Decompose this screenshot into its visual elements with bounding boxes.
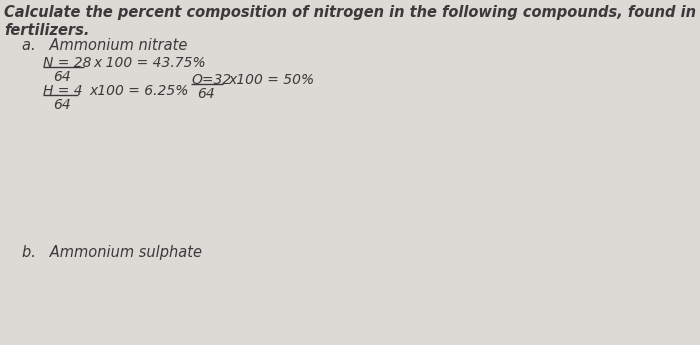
Text: x 100 = 43.75%: x 100 = 43.75%: [94, 56, 206, 70]
Text: O=32: O=32: [191, 73, 232, 87]
Text: b.   Ammonium sulphate: b. Ammonium sulphate: [22, 245, 202, 260]
Text: x100 = 50%: x100 = 50%: [228, 73, 314, 87]
Text: a.   Ammonium nitrate: a. Ammonium nitrate: [22, 38, 187, 53]
Text: H = 4: H = 4: [43, 84, 83, 98]
Text: x100 = 6.25%: x100 = 6.25%: [89, 84, 188, 98]
Text: N = 28: N = 28: [43, 56, 92, 70]
Text: Calculate the percent composition of nitrogen in the following compounds, found : Calculate the percent composition of nit…: [4, 5, 696, 20]
Text: 64: 64: [197, 87, 216, 101]
Text: 64: 64: [53, 98, 71, 112]
Text: 64: 64: [53, 70, 71, 84]
Text: fertilizers.: fertilizers.: [4, 23, 90, 38]
